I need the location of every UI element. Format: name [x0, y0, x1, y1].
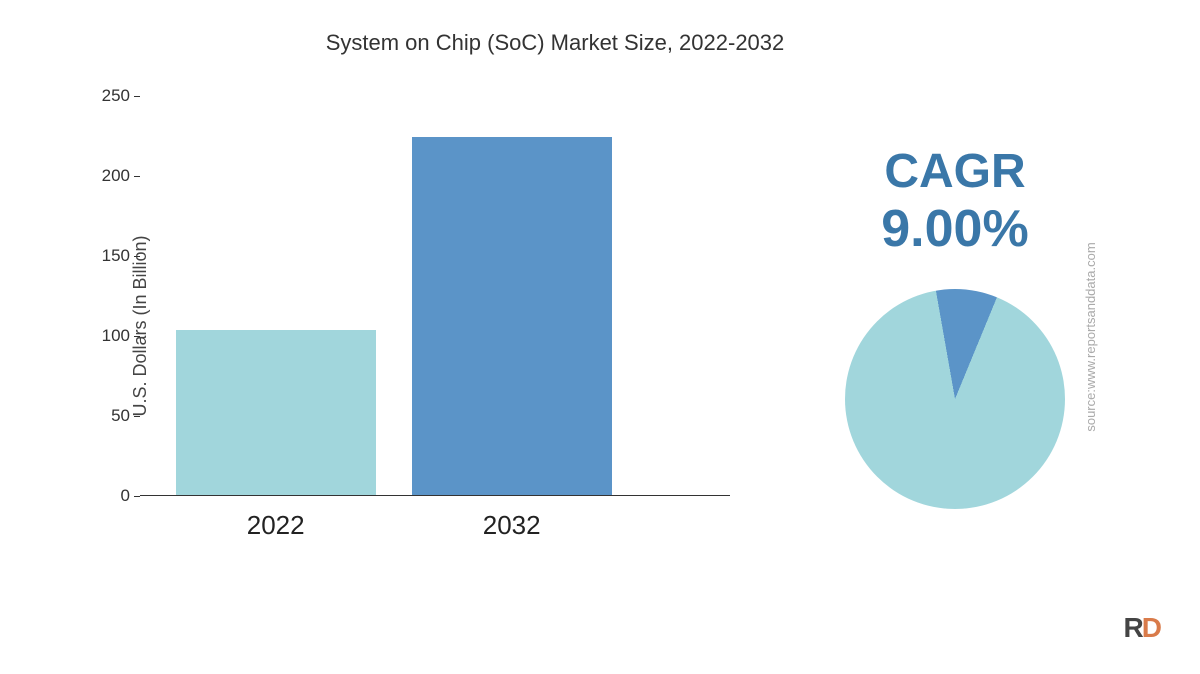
y-tick-label: 0 — [90, 486, 130, 506]
cagr-panel: CAGR 9.00% — [730, 86, 1140, 634]
pie-chart — [845, 289, 1065, 509]
chart-container: System on Chip (SoC) Market Size, 2022-2… — [0, 0, 1200, 674]
x-tick-label: 2022 — [247, 510, 305, 541]
y-tick-label: 150 — [90, 246, 130, 266]
chart-title: System on Chip (SoC) Market Size, 2022-2… — [0, 30, 1140, 56]
y-tick-label: 250 — [90, 86, 130, 106]
y-tick-mark — [134, 256, 140, 257]
y-tick-mark — [134, 416, 140, 417]
x-tick-label: 2032 — [483, 510, 541, 541]
logo-letter-d: D — [1142, 612, 1160, 643]
cagr-value: 9.00% — [881, 199, 1028, 259]
y-tick-mark — [134, 336, 140, 337]
content-row: U.S. Dollars (In Billion) 05010015020025… — [50, 86, 1140, 634]
cagr-label: CAGR — [884, 146, 1025, 199]
bar — [176, 330, 376, 495]
brand-logo: RD — [1124, 612, 1160, 644]
bar-chart-area: U.S. Dollars (In Billion) 05010015020025… — [90, 86, 730, 566]
y-tick-mark — [134, 176, 140, 177]
bar — [412, 137, 612, 495]
y-tick-mark — [134, 496, 140, 497]
logo-letter-r: R — [1124, 612, 1142, 643]
y-tick-label: 100 — [90, 326, 130, 346]
source-attribution: source:www.reportsanddata.com — [1083, 242, 1098, 431]
y-tick-label: 200 — [90, 166, 130, 186]
plot-region — [140, 96, 730, 496]
y-tick-mark — [134, 96, 140, 97]
y-tick-label: 50 — [90, 406, 130, 426]
